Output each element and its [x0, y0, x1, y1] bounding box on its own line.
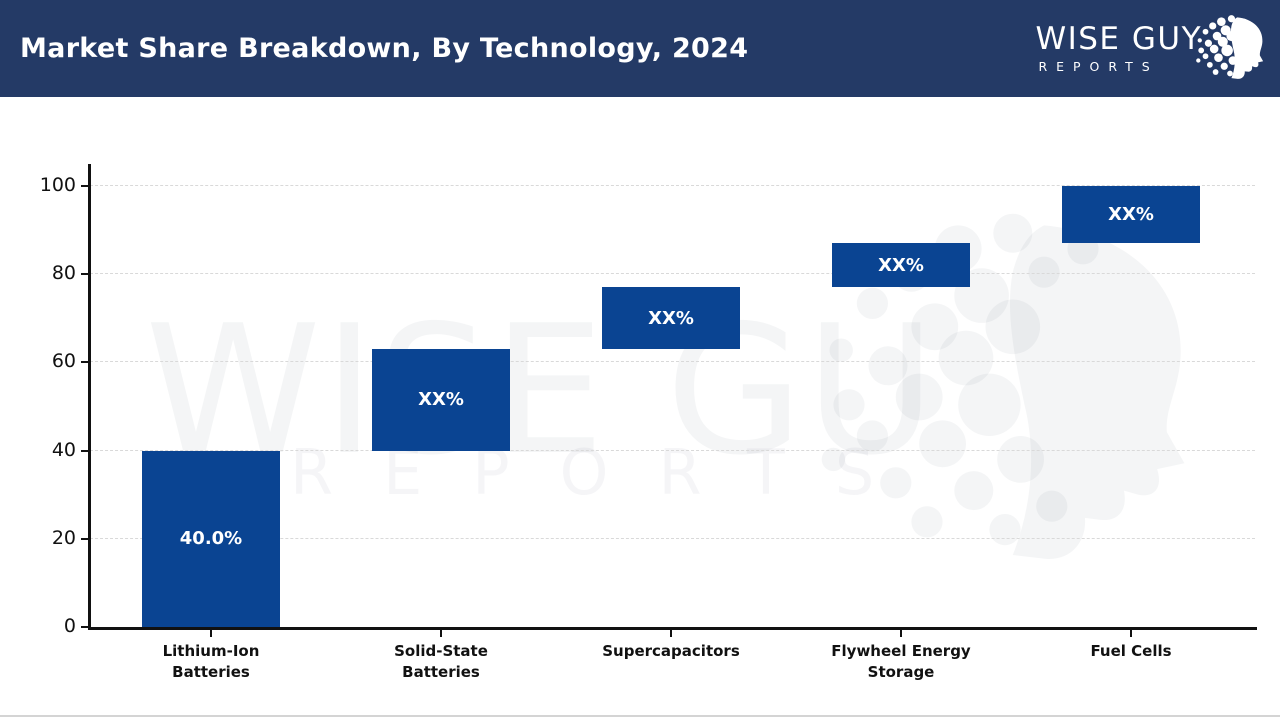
bar-value-label: XX% — [418, 389, 464, 411]
y-tick — [81, 361, 90, 364]
y-tick-label: 0 — [63, 615, 76, 637]
x-tick — [900, 629, 902, 637]
x-category-label-line: Fuel Cells — [1090, 642, 1172, 660]
x-category-label-line: Supercapacitors — [602, 642, 740, 660]
bar: XX% — [602, 287, 740, 350]
page-title: Market Share Breakdown, By Technology, 2… — [20, 33, 749, 64]
gridline — [90, 449, 1255, 451]
bar: XX% — [832, 243, 970, 288]
x-category-label-line: Batteries — [172, 663, 250, 681]
x-category-label-line: Solid-State — [394, 642, 488, 660]
bar-value-label: XX% — [878, 254, 924, 276]
bar: XX% — [372, 349, 510, 451]
x-tick — [440, 629, 442, 637]
bar-value-label: XX% — [648, 307, 694, 329]
y-tick — [81, 185, 90, 187]
x-category-label-line: Batteries — [402, 663, 480, 681]
y-tick — [81, 626, 90, 628]
dotted-head-icon — [1196, 15, 1264, 79]
y-tick — [81, 449, 90, 452]
bar: 40.0% — [142, 450, 280, 627]
x-category-label: Solid-State Batteries — [326, 641, 556, 683]
y-tick-label: 100 — [39, 174, 76, 196]
bar: XX% — [1062, 186, 1200, 244]
y-tick-label: 80 — [51, 262, 76, 285]
header: Market Share Breakdown, By Technology, 2… — [0, 0, 1280, 97]
gridline — [90, 361, 1255, 363]
x-category-label: Lithium-Ion Batteries — [96, 641, 326, 683]
x-category-label-line: Storage — [867, 663, 935, 681]
y-tick-label: 40 — [51, 438, 76, 461]
x-tick — [1130, 629, 1132, 637]
logo-text: WISE GUY REPORTS — [1035, 21, 1202, 75]
watermark-tagline: REPORTS — [290, 436, 925, 509]
bar-value-label: XX% — [1108, 204, 1154, 226]
logo-tagline: REPORTS — [1038, 59, 1159, 74]
x-category-label-line: Flywheel Energy — [831, 642, 971, 660]
bar-value-label: 40.0% — [179, 528, 243, 550]
figure-border — [0, 715, 1280, 717]
y-tick-label: 20 — [51, 526, 76, 549]
y-tick — [81, 537, 90, 540]
x-tick — [210, 629, 212, 637]
gridline — [90, 185, 1255, 186]
y-tick — [81, 273, 90, 276]
y-axis — [88, 164, 91, 630]
gridline — [90, 537, 1255, 539]
x-axis — [88, 627, 1257, 630]
x-tick — [670, 629, 672, 637]
x-category-label: Fuel Cells — [1016, 641, 1246, 662]
logo-name: WISE GUY — [1035, 21, 1202, 57]
gridline — [90, 273, 1255, 275]
x-category-label-line: Lithium-Ion — [162, 642, 260, 660]
wise-guy-logo: WISE GUY REPORTS — [1035, 7, 1266, 91]
x-category-label: Flywheel Energy Storage — [786, 641, 1016, 683]
x-category-label: Supercapacitors — [556, 641, 786, 662]
y-tick-label: 60 — [51, 350, 76, 373]
